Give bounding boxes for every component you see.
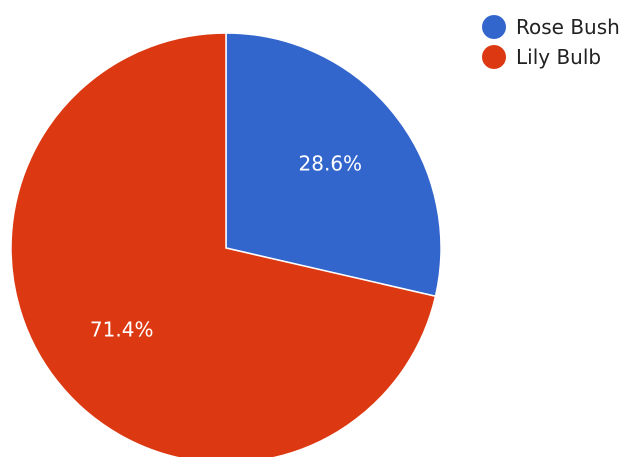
legend-label-lily-bulb: Lily Bulb [516, 45, 602, 69]
legend-label-rose-bush: Rose Bush [516, 15, 620, 39]
pie-label-rose-bush: 28.6% [299, 151, 363, 175]
legend-swatch-rose-bush [482, 15, 506, 39]
legend-swatch-lily-bulb [482, 45, 506, 69]
legend: Rose Bush Lily Bulb [482, 12, 620, 72]
legend-item-lily-bulb[interactable]: Lily Bulb [482, 42, 620, 72]
pie-slice-lily-bulb[interactable] [10, 32, 437, 457]
pie-slice-rose-bush[interactable] [225, 32, 442, 298]
legend-item-rose-bush[interactable]: Rose Bush [482, 12, 620, 42]
pie-label-lily-bulb: 71.4% [90, 318, 154, 342]
